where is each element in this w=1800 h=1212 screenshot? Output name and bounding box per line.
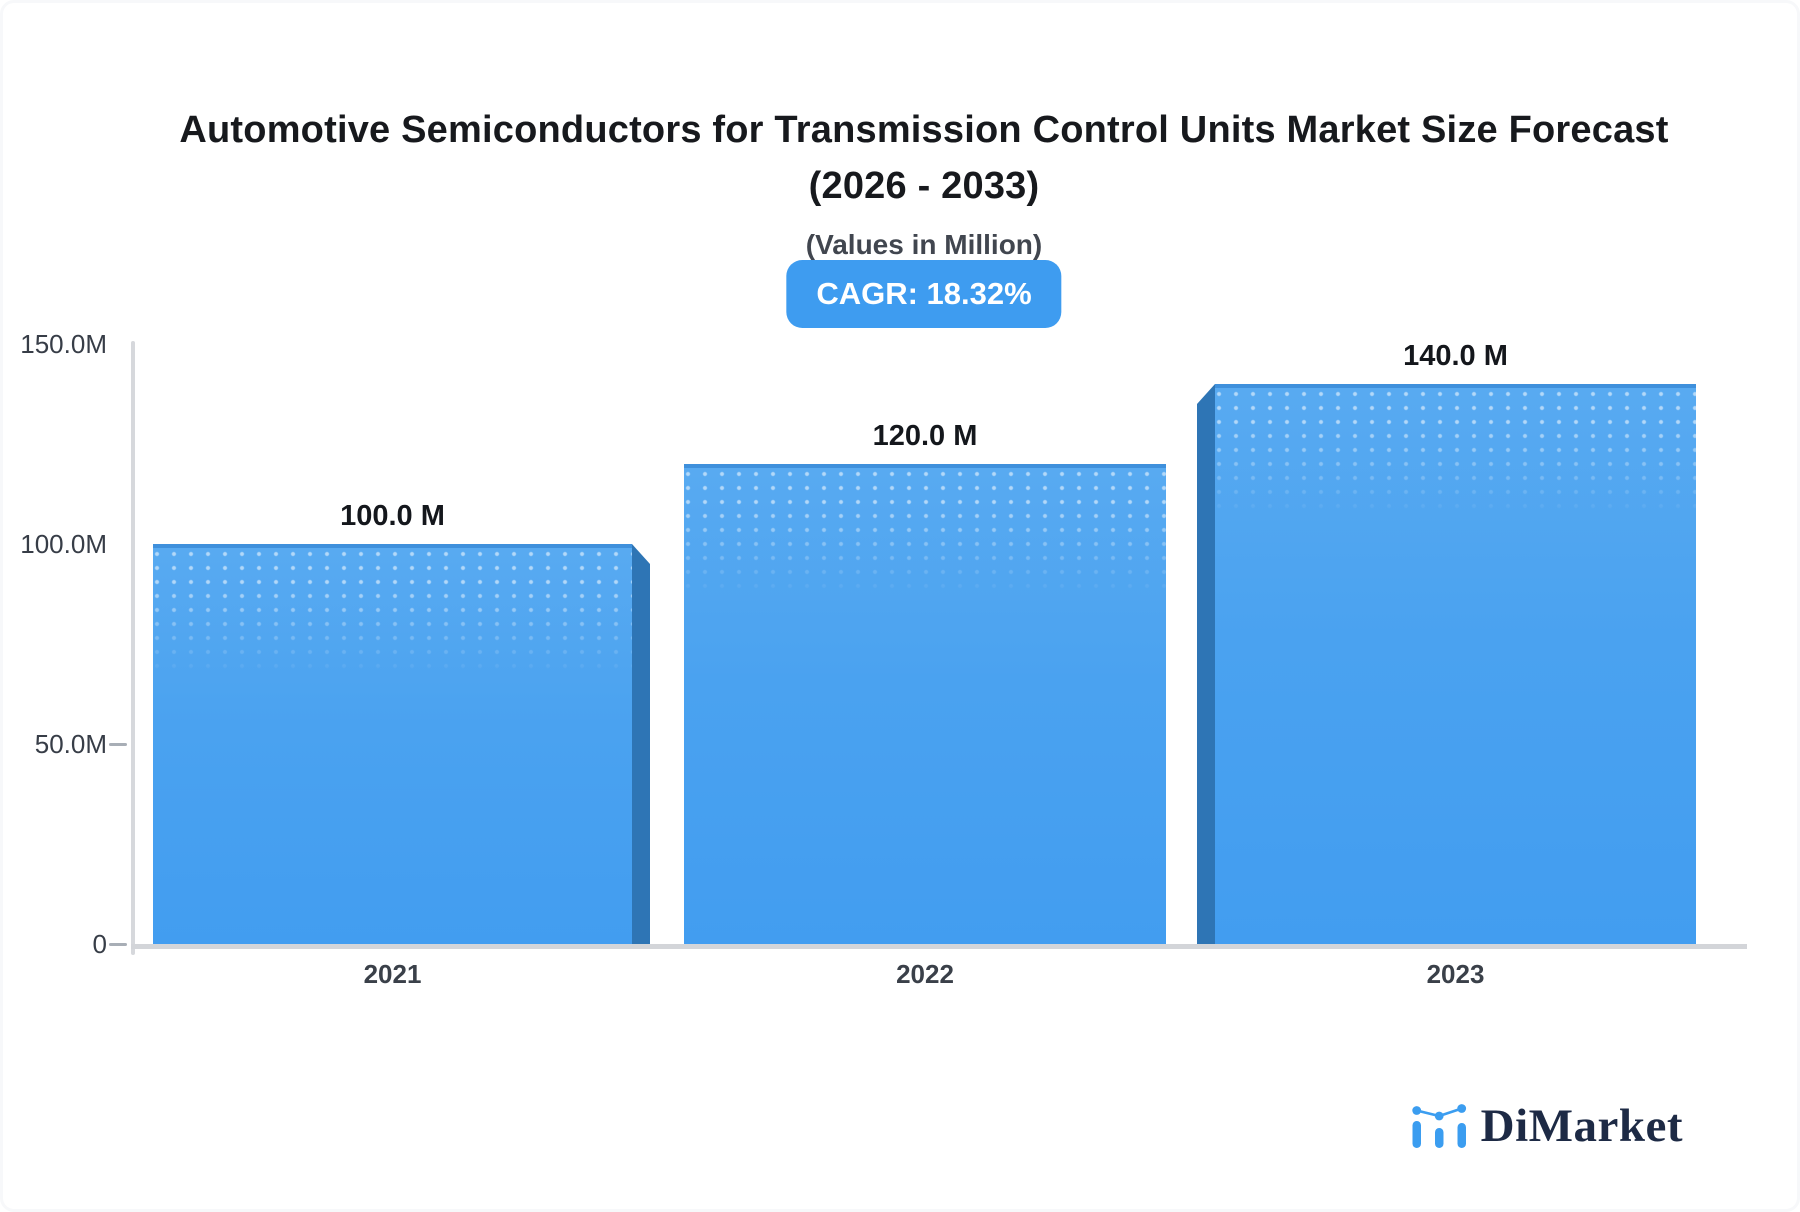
x-axis-category-label: 2022 [896, 959, 954, 989]
cagr-badge: CAGR: 18.32% [786, 260, 1062, 328]
brand-logo-text: DiMarket [1480, 1100, 1683, 1152]
y-axis-line [131, 341, 135, 955]
bar-texture [1215, 390, 1696, 518]
bar-3d-side [632, 544, 650, 947]
y-axis-tick-label: 0 [92, 929, 107, 959]
bar-texture [153, 550, 632, 678]
y-axis-tick-label: 100.0M [20, 529, 107, 559]
y-axis-tick-label: 50.0M [34, 729, 107, 759]
bar [1215, 384, 1696, 947]
y-axis-tick-label: 150.0M [20, 329, 107, 359]
chart-title-line2: (2026 - 2033) [808, 165, 1040, 207]
x-axis-line [131, 944, 1747, 949]
x-axis-category-label: 2021 [363, 959, 422, 989]
bar-texture [684, 470, 1166, 598]
bar-3d-side [1197, 384, 1215, 947]
bar [684, 464, 1166, 947]
chart-subtitle: (Values in Million) [805, 229, 1043, 260]
bar-value-label: 120.0 M [872, 420, 978, 452]
y-axis-tick-mark [109, 743, 127, 746]
bar [153, 544, 632, 947]
bar-value-label: 140.0 M [1403, 340, 1508, 372]
x-axis-category-label: 2023 [1426, 959, 1485, 989]
bar-chart-icon [1411, 1104, 1466, 1148]
brand-logo: DiMarket [1410, 1099, 1683, 1153]
y-axis-tick-mark [109, 943, 127, 946]
bar-value-label: 100.0 M [340, 500, 445, 532]
chart-title-line1: Automotive Semiconductors for Transmissi… [179, 109, 1669, 151]
